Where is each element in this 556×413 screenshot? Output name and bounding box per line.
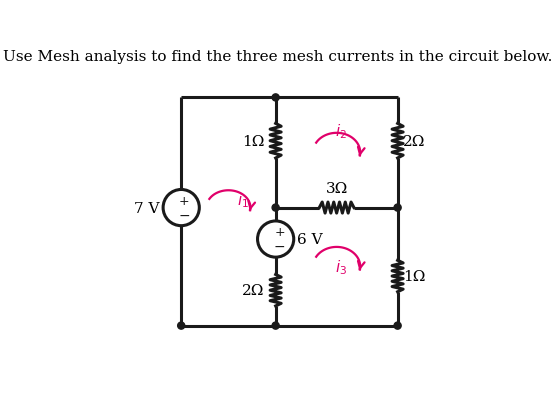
Text: $i_1$: $i_1$ xyxy=(237,191,249,209)
Text: $i_3$: $i_3$ xyxy=(335,258,346,276)
Circle shape xyxy=(394,322,401,329)
Text: 6 V: 6 V xyxy=(297,233,322,247)
Circle shape xyxy=(272,95,279,102)
Text: 2Ω: 2Ω xyxy=(403,134,425,148)
Text: $i_2$: $i_2$ xyxy=(335,122,346,140)
Text: 1Ω: 1Ω xyxy=(403,269,425,283)
Circle shape xyxy=(394,204,401,211)
Text: −: − xyxy=(178,208,190,222)
Text: 3Ω: 3Ω xyxy=(325,182,348,195)
Circle shape xyxy=(178,322,185,329)
Text: −: − xyxy=(274,240,285,254)
Text: +: + xyxy=(179,195,190,207)
Circle shape xyxy=(272,322,279,329)
Text: 2Ω: 2Ω xyxy=(242,283,265,297)
Text: Use Mesh analysis to find the three mesh currents in the circuit below.: Use Mesh analysis to find the three mesh… xyxy=(3,50,553,64)
Text: 7 V: 7 V xyxy=(133,201,159,215)
Text: 1Ω: 1Ω xyxy=(242,134,265,148)
Circle shape xyxy=(272,204,279,211)
Text: +: + xyxy=(274,226,285,239)
